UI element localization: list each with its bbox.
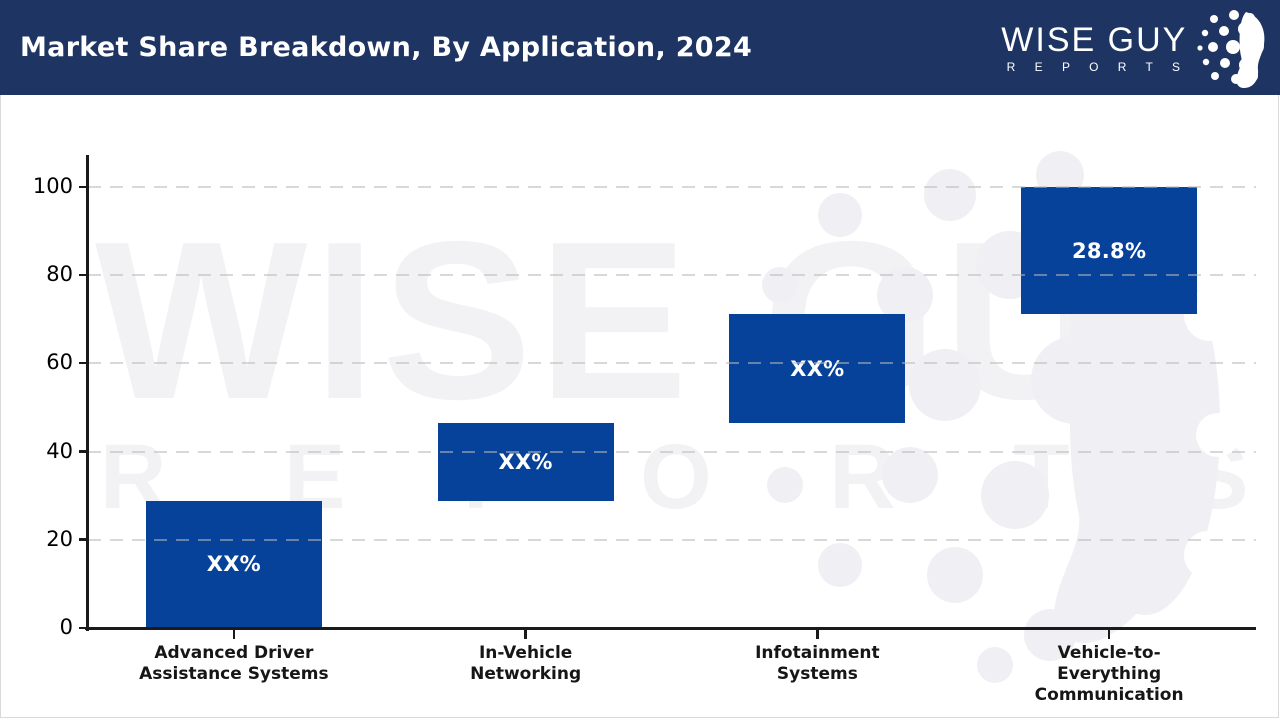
chart-area: WISE GU R E P O R T S: [0, 95, 1280, 720]
category-label: In-Vehicle Networking: [470, 643, 582, 684]
y-axis-tick: [79, 626, 88, 629]
bar-value-label: XX%: [206, 552, 262, 577]
y-axis-tick-label: 0: [59, 615, 73, 639]
gridline-40: [88, 450, 1256, 453]
category-label: Infotainment Systems: [755, 643, 880, 684]
bar-value-label: 28.8%: [1071, 238, 1147, 263]
bar-segment: XX%: [145, 500, 322, 628]
y-axis-tick-label: 80: [46, 262, 73, 287]
y-axis-tick: [79, 185, 88, 188]
bar-segment: 28.8%: [1021, 187, 1198, 314]
gridline-100: [88, 186, 1256, 188]
y-axis-tick-label: 100: [32, 174, 73, 198]
y-axis-tick: [79, 273, 88, 277]
y-axis-tick-label: 60: [46, 350, 73, 375]
bar-value-label: XX%: [790, 356, 845, 381]
x-axis-tick: [1107, 630, 1111, 639]
logo-text: WISE GUY R E P O R T S: [1001, 22, 1188, 74]
x-axis-tick: [232, 630, 236, 639]
y-axis-tick: [79, 450, 88, 453]
y-axis-line: [86, 155, 89, 631]
category-label: Advanced Driver Assistance Systems: [139, 643, 329, 684]
y-axis-tick: [79, 361, 88, 365]
logo-wordmark: WISE GUY: [1001, 20, 1188, 59]
category-label: Vehicle-to- Everything Communication: [1034, 643, 1184, 705]
logo-face-icon: [1197, 9, 1265, 88]
x-axis-line: [85, 627, 1256, 630]
x-axis-tick: [816, 630, 819, 639]
bar-segment: XX%: [437, 423, 614, 501]
waterfall-chart: 0 20 40 60 80 100 XX% Advanced Driver Assistanc…: [0, 95, 1280, 720]
gridline-20: [88, 538, 1256, 541]
x-axis-tick: [524, 630, 527, 639]
brand-logo: WISE GUY R E P O R T S: [1001, 6, 1280, 90]
y-axis-tick-label: 20: [46, 526, 73, 551]
header-bar: Market Share Breakdown, By Application, …: [0, 0, 1280, 95]
bar-value-label: XX%: [498, 450, 553, 475]
page-title: Market Share Breakdown, By Application, …: [20, 32, 753, 63]
gridline-60: [88, 362, 1256, 365]
logo-subtext: R E P O R T S: [1006, 59, 1188, 74]
y-axis-tick: [79, 538, 88, 541]
gridline-80: [88, 274, 1256, 277]
bar-segment: XX%: [729, 314, 906, 424]
y-axis-tick-label: 40: [46, 438, 73, 463]
